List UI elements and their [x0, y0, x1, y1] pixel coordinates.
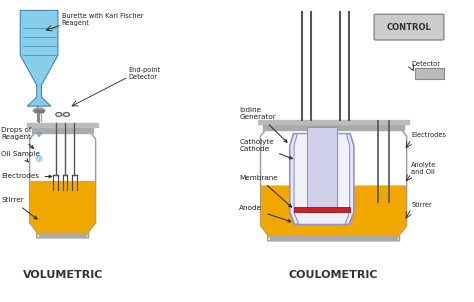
- Polygon shape: [261, 185, 407, 238]
- Ellipse shape: [36, 156, 42, 162]
- Polygon shape: [30, 133, 96, 238]
- Bar: [415, 69, 444, 79]
- Bar: [39, 233, 86, 236]
- Bar: [258, 120, 409, 124]
- Text: Oil Sample: Oil Sample: [1, 151, 40, 162]
- Text: Anolyte
and Oil: Anolyte and Oil: [411, 162, 437, 175]
- Polygon shape: [20, 10, 58, 106]
- Polygon shape: [30, 181, 96, 235]
- Text: COULOMETRIC: COULOMETRIC: [289, 270, 378, 280]
- Polygon shape: [294, 134, 350, 224]
- Text: Electrodes: Electrodes: [411, 132, 447, 137]
- Bar: [36, 110, 43, 112]
- Text: Electrodes: Electrodes: [1, 173, 52, 179]
- Bar: [294, 207, 350, 212]
- Text: Stirrer: Stirrer: [411, 202, 432, 208]
- Text: Stirrer: Stirrer: [1, 198, 37, 219]
- Polygon shape: [36, 133, 41, 137]
- Bar: [270, 236, 397, 239]
- Bar: [32, 126, 93, 133]
- Text: VOLUMETRIC: VOLUMETRIC: [22, 270, 103, 280]
- Ellipse shape: [33, 108, 45, 113]
- FancyBboxPatch shape: [374, 14, 444, 40]
- Text: Anode: Anode: [239, 205, 291, 222]
- Text: Membrane: Membrane: [239, 175, 292, 207]
- Polygon shape: [261, 130, 407, 241]
- Bar: [307, 127, 337, 212]
- Text: Catholyte
Cathode: Catholyte Cathode: [239, 139, 292, 159]
- Text: Iodine
Generator: Iodine Generator: [239, 107, 287, 142]
- Text: Detector: Detector: [411, 61, 440, 67]
- Text: Drops of
Reagent: Drops of Reagent: [1, 127, 33, 148]
- Text: CONTROL: CONTROL: [387, 23, 431, 32]
- Text: End-point
Detector: End-point Detector: [128, 67, 161, 80]
- Text: Burette with Karl Fischer
Reagent: Burette with Karl Fischer Reagent: [62, 13, 143, 26]
- Bar: [27, 124, 98, 127]
- Polygon shape: [290, 134, 354, 224]
- Bar: [263, 123, 404, 130]
